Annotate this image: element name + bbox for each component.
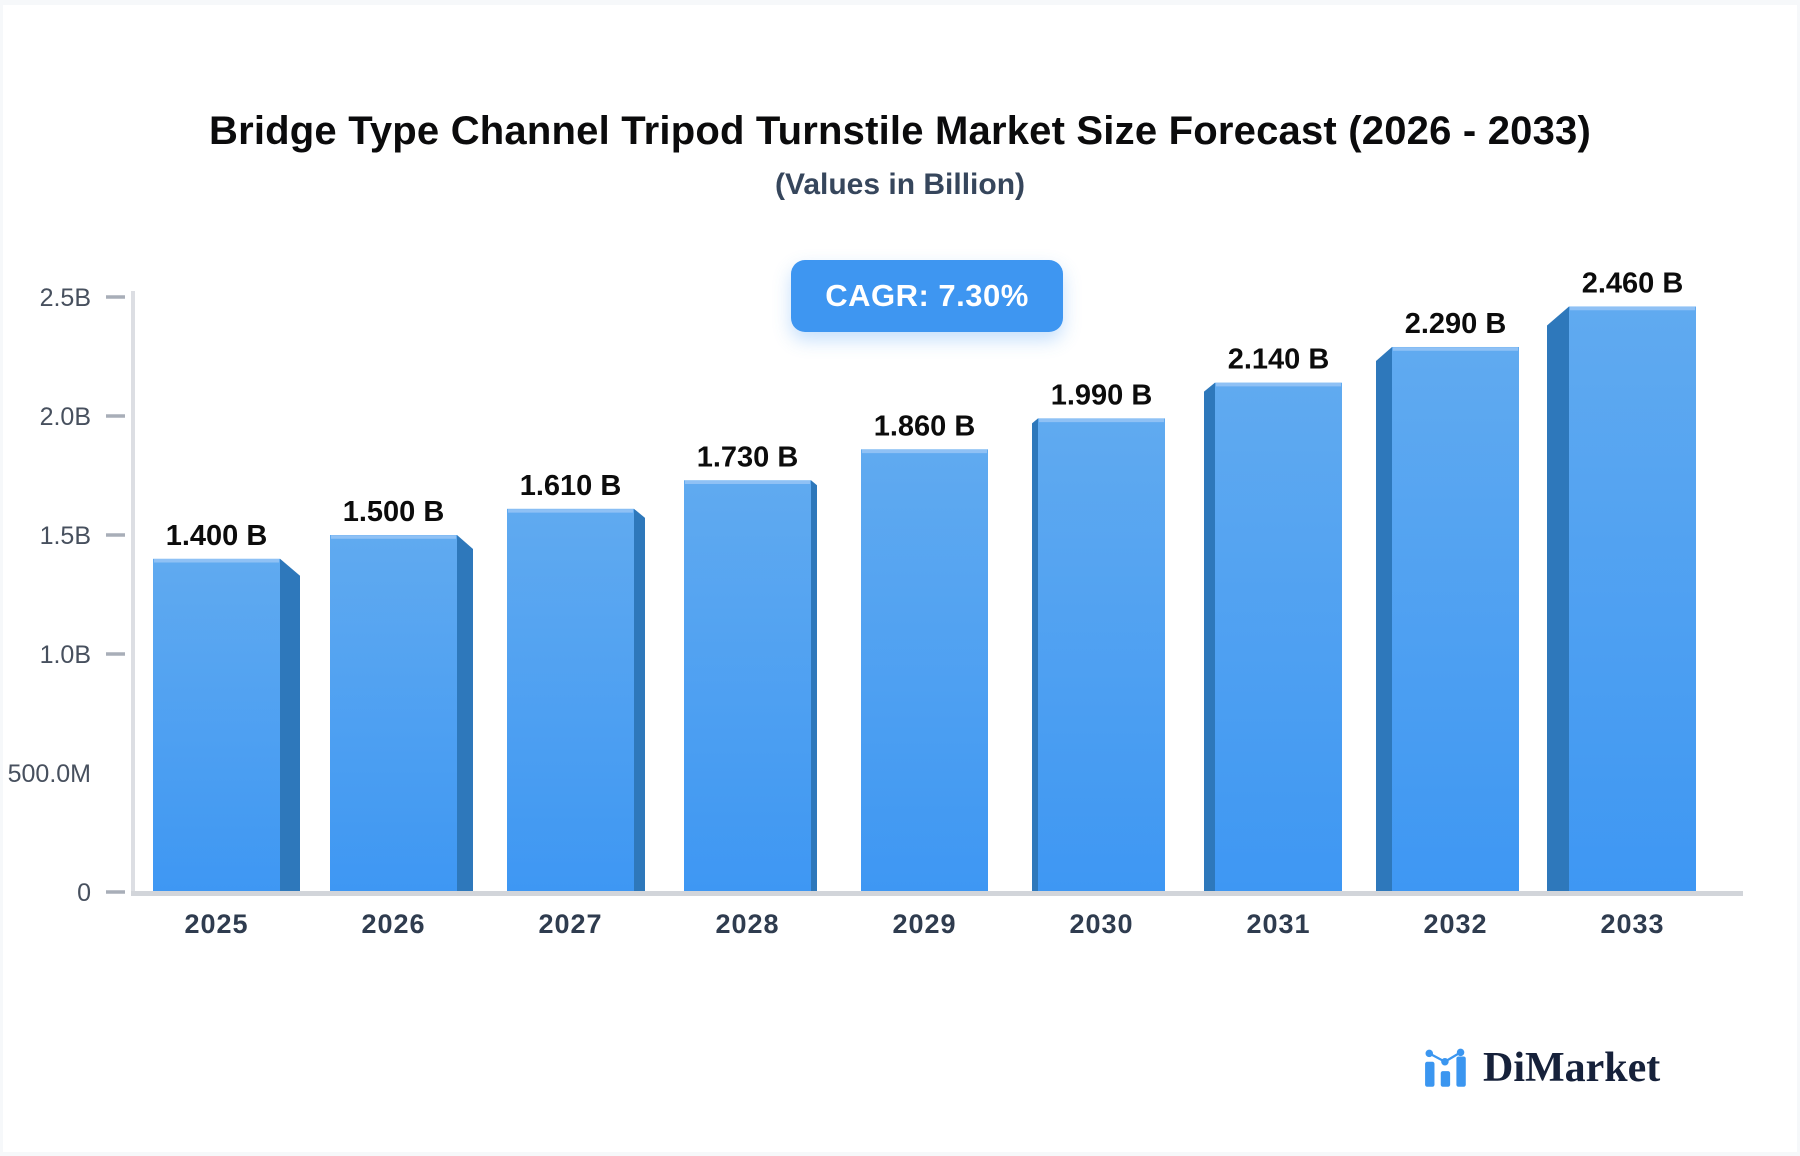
chart-subtitle: (Values in Billion) bbox=[774, 168, 1026, 201]
bar bbox=[1569, 306, 1696, 892]
bar-group: 2.140 B 2031 bbox=[1204, 344, 1342, 939]
bar-group: 1.400 B 2025 bbox=[153, 520, 300, 939]
bar-side-face bbox=[1032, 418, 1038, 892]
bar bbox=[153, 558, 280, 892]
x-axis-baseline bbox=[131, 891, 1743, 896]
bar-value-label: 1.400 B bbox=[166, 520, 268, 552]
dimarket-logo: DiMarket bbox=[1423, 1047, 1660, 1089]
bar-group: 1.610 B 2027 bbox=[507, 470, 645, 939]
bar-value-label: 2.140 B bbox=[1228, 344, 1330, 376]
x-axis-label: 2031 bbox=[1246, 909, 1310, 939]
bar bbox=[507, 508, 634, 892]
y-axis-tick-label: 2.5B bbox=[40, 284, 91, 312]
x-axis-label: 2032 bbox=[1423, 909, 1487, 939]
y-axis-tick-label: 1.0B bbox=[40, 641, 91, 669]
x-axis-label: 2030 bbox=[1069, 909, 1133, 939]
bar-group: 2.290 B 2032 bbox=[1376, 308, 1519, 939]
bar-group: 2.460 B 2033 bbox=[1547, 268, 1696, 939]
bar-side-face bbox=[1204, 382, 1215, 892]
x-axis-label: 2028 bbox=[715, 909, 779, 939]
dimarket-logo-text: DiMarket bbox=[1483, 1045, 1661, 1091]
bar-side-face bbox=[1376, 346, 1392, 893]
y-axis-tick-label: 2.0B bbox=[40, 403, 91, 431]
bar-side-face bbox=[634, 508, 645, 892]
bar bbox=[684, 480, 811, 892]
bar-value-label: 1.730 B bbox=[697, 441, 799, 473]
bar-value-label: 1.500 B bbox=[343, 496, 445, 528]
chart-card: Bridge Type Channel Tripod Turnstile Mar… bbox=[3, 5, 1797, 1152]
dimarket-logo-icon bbox=[1425, 1048, 1466, 1087]
x-axis-label: 2033 bbox=[1600, 909, 1664, 939]
bar-group: 1.500 B 2026 bbox=[330, 496, 473, 939]
bar bbox=[861, 449, 988, 892]
y-axis-tick-label: 500.0M bbox=[8, 760, 91, 788]
bar bbox=[330, 535, 457, 892]
cagr-badge: CAGR: 7.30% bbox=[791, 260, 1063, 332]
bar-side-face bbox=[1547, 306, 1569, 892]
bar-side-face bbox=[457, 535, 473, 892]
x-axis-label: 2027 bbox=[538, 909, 602, 939]
bar bbox=[1038, 418, 1165, 892]
x-axis-label: 2029 bbox=[892, 909, 956, 939]
bar-chart: 2.5B 2.0B 1.5B 1.0B 500.0M 0 1.400 B 2025 1.500 … bbox=[8, 268, 1743, 939]
bar-side-face bbox=[811, 480, 817, 892]
bar-value-label: 2.290 B bbox=[1405, 308, 1507, 340]
bar-value-label: 1.990 B bbox=[1051, 379, 1153, 411]
bar-value-label: 1.860 B bbox=[874, 410, 976, 442]
bar bbox=[1215, 382, 1342, 892]
bar-value-label: 2.460 B bbox=[1582, 268, 1684, 300]
bar-side-face bbox=[280, 558, 300, 892]
x-axis-label: 2025 bbox=[184, 909, 248, 939]
x-axis-label: 2026 bbox=[361, 909, 425, 939]
bar-group: 1.990 B 2030 bbox=[1032, 379, 1165, 939]
bar-value-label: 1.610 B bbox=[520, 470, 622, 502]
bar-group: 1.730 B 2028 bbox=[684, 441, 817, 939]
chart-title: Bridge Type Channel Tripod Turnstile Mar… bbox=[209, 109, 1591, 153]
y-axis-tick-label: 1.5B bbox=[40, 522, 91, 550]
bar-group: 1.860 B 2029 bbox=[861, 410, 988, 939]
bar bbox=[1392, 346, 1519, 893]
y-axis-tick-label: 0 bbox=[77, 879, 91, 907]
